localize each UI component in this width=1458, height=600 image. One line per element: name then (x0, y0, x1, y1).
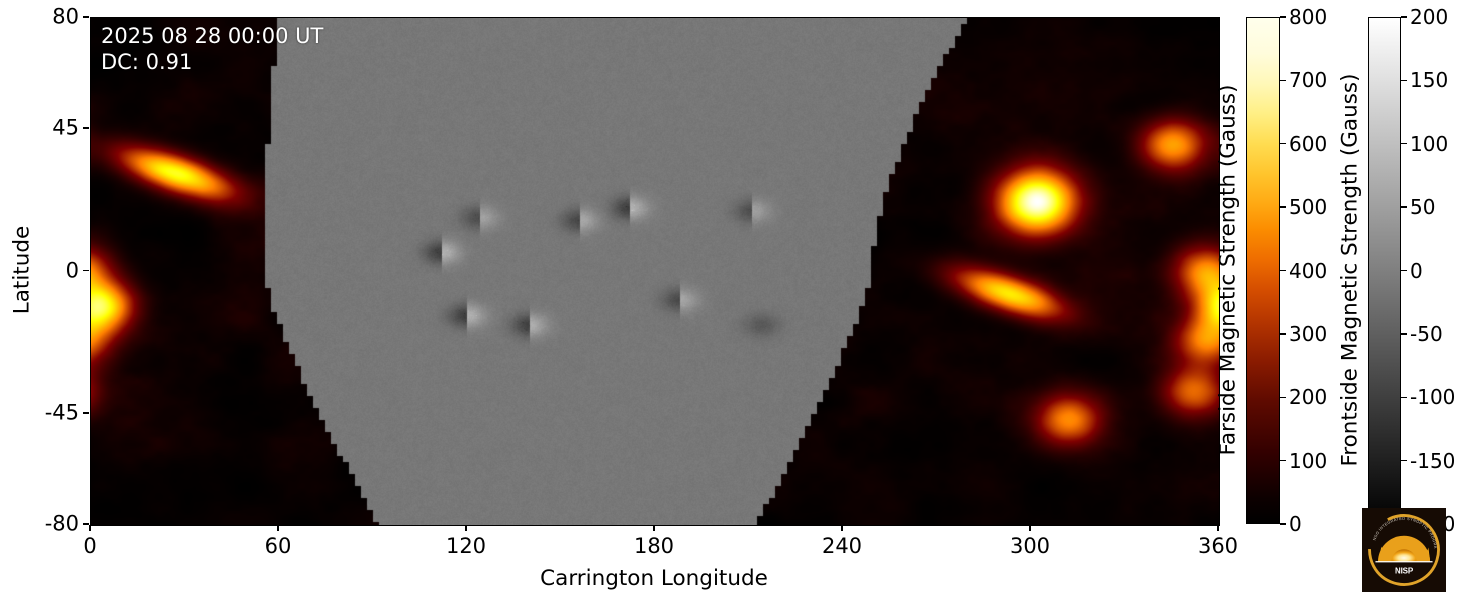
colorbar-tick-label: -100 (1410, 385, 1456, 410)
x-tick-label: 240 (821, 534, 863, 558)
colorbar-tick (1400, 396, 1407, 398)
x-tick (841, 525, 843, 532)
colorbar-frontside-title: Frontside Magnetic Strength (Gauss) (1337, 73, 1363, 467)
colorbar-tick (1279, 523, 1286, 525)
colorbar-frontside-gradient (1368, 17, 1401, 524)
colorbar-tick-label: 300 (1289, 321, 1328, 346)
x-tick (1029, 525, 1031, 532)
colorbar-tick-label: 100 (1410, 131, 1449, 156)
colorbar-tick-label: 500 (1289, 195, 1328, 220)
colorbar-tick (1279, 459, 1286, 462)
nisp-logo: NISP NSO INTEGRATED SYNOPTIC PROGRAM (1360, 505, 1446, 592)
colorbar-tick-label: 700 (1289, 68, 1328, 93)
colorbar-tick-label: -50 (1410, 321, 1443, 346)
x-tick-label: 120 (445, 534, 487, 558)
x-tick (653, 525, 655, 532)
colorbar-farside[interactable] (1246, 17, 1280, 524)
x-tick-label: 360 (1197, 534, 1239, 558)
colorbar-tick-label: 150 (1410, 68, 1449, 93)
colorbar-tick (1279, 396, 1286, 398)
colorbar-tick (1400, 459, 1407, 462)
y-tick (82, 412, 89, 414)
colorbar-frontside[interactable] (1368, 17, 1401, 524)
x-tick-label: 0 (83, 534, 97, 558)
x-tick (465, 525, 467, 532)
svg-text:NISP: NISP (1395, 567, 1414, 576)
x-tick-label: 300 (1009, 534, 1051, 558)
y-tick-label: 0 (65, 258, 79, 282)
colorbar-tick-label: 600 (1289, 131, 1328, 156)
colorbar-tick (1279, 269, 1286, 272)
colorbar-tick-label: 50 (1410, 195, 1436, 220)
colorbar-tick-label: 200 (1289, 385, 1328, 410)
y-axis-title: Latitude (9, 225, 35, 315)
x-tick (1217, 525, 1219, 532)
colorbar-farside-gradient (1246, 17, 1280, 524)
colorbar-tick (1279, 143, 1286, 145)
colorbar-tick-label: 0 (1410, 258, 1423, 283)
colorbar-tick (1400, 206, 1407, 208)
y-tick (82, 269, 89, 272)
colorbar-tick-label: 400 (1289, 258, 1328, 283)
colorbar-tick (1279, 206, 1286, 208)
y-tick-label: -80 (44, 511, 79, 536)
x-tick (277, 525, 279, 532)
colorbar-tick (1400, 79, 1407, 82)
colorbar-tick-label: 200 (1410, 5, 1449, 29)
colorbar-tick (1400, 269, 1407, 272)
y-tick-label: 45 (52, 115, 79, 140)
colorbar-tick (1279, 333, 1286, 335)
colorbar-tick (1400, 143, 1407, 145)
x-tick (89, 525, 91, 532)
y-tick (82, 16, 89, 18)
y-tick (82, 127, 89, 129)
x-axis-title: Carrington Longitude (540, 566, 768, 591)
colorbar-tick (1279, 16, 1286, 18)
y-tick-label: -45 (44, 400, 79, 425)
x-tick-label: 60 (264, 534, 292, 558)
colorbar-tick-label: 0 (1289, 512, 1302, 536)
colorbar-tick (1279, 79, 1286, 82)
colorbar-tick-label: 800 (1289, 5, 1328, 29)
colorbar-tick (1400, 333, 1407, 335)
colorbar-tick (1400, 16, 1407, 18)
y-tick-label: 80 (52, 4, 79, 29)
colorbar-farside-title: Farside Magnetic Strength (Gauss) (1215, 84, 1241, 456)
synoptic-map-axes[interactable] (90, 17, 1220, 526)
colorbar-tick-label: 100 (1289, 448, 1328, 473)
y-tick (82, 523, 89, 525)
nisp-logo-acronym: NISP (1395, 567, 1414, 576)
x-tick-label: 180 (633, 534, 675, 558)
synoptic-map-image (91, 18, 1219, 525)
colorbar-tick-label: -150 (1410, 448, 1456, 473)
